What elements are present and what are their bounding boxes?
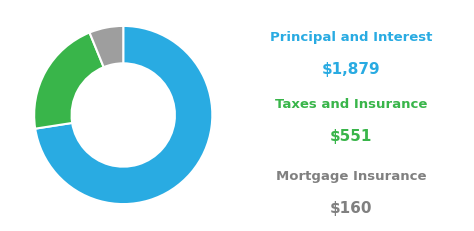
Wedge shape <box>90 27 123 68</box>
Text: Principal and Interest: Principal and Interest <box>270 30 432 43</box>
Text: $1,879: $1,879 <box>321 62 380 77</box>
Wedge shape <box>34 33 104 129</box>
Text: Mortgage Insurance: Mortgage Insurance <box>275 169 426 182</box>
Wedge shape <box>35 27 212 204</box>
Text: $551: $551 <box>329 129 372 144</box>
Text: Taxes and Insurance: Taxes and Insurance <box>274 97 427 110</box>
Text: $160: $160 <box>329 201 372 215</box>
